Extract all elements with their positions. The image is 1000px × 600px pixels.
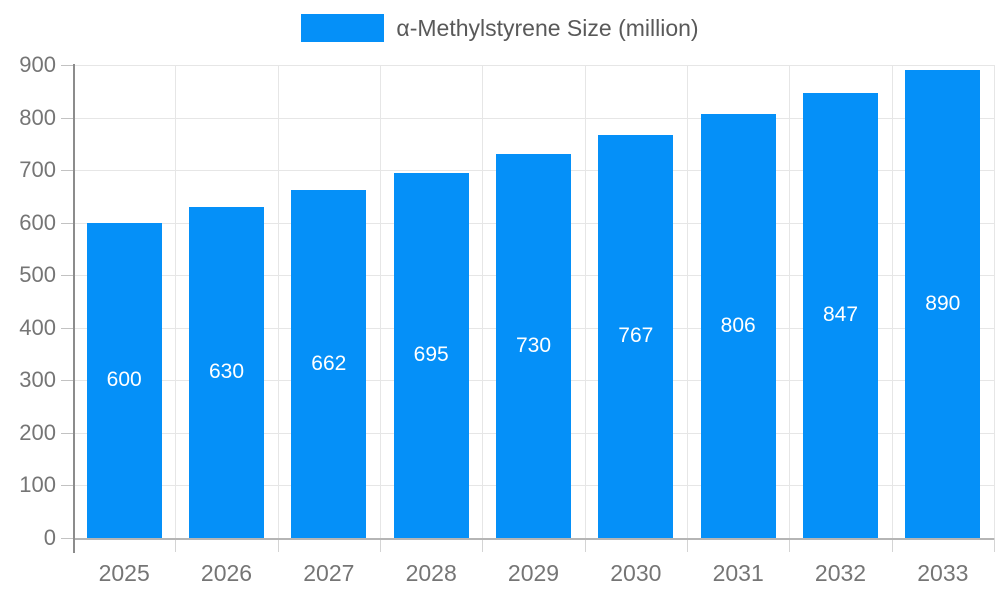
x-axis-tick-label: 2033 xyxy=(917,560,969,586)
x-tick xyxy=(789,538,791,552)
gridline-vertical xyxy=(277,65,279,538)
y-axis-tick-label: 800 xyxy=(19,104,56,130)
bar: 890 xyxy=(905,70,981,538)
x-tick xyxy=(277,538,279,552)
gridline-vertical xyxy=(994,65,995,538)
y-axis-tick-label: 0 xyxy=(43,525,56,550)
gridline-vertical xyxy=(687,65,688,538)
x-tick xyxy=(482,538,484,552)
x-axis-tick-label: 2027 xyxy=(303,560,355,586)
gridline-vertical xyxy=(482,65,484,538)
bar: 806 xyxy=(700,114,776,538)
y-axis-tick-label: 400 xyxy=(19,314,56,340)
bar-value-label: 630 xyxy=(208,360,245,384)
legend-swatch xyxy=(301,14,385,42)
bar: 600 xyxy=(86,222,162,538)
bar: 630 xyxy=(189,206,264,538)
bar-value-label: 847 xyxy=(822,303,859,327)
y-axis-tick-label: 300 xyxy=(19,367,56,393)
x-axis-line xyxy=(73,538,994,540)
x-axis-tick-label: 2025 xyxy=(98,560,150,586)
bar-value-label: 890 xyxy=(925,292,961,316)
y-tick xyxy=(61,432,73,434)
gridline-vertical xyxy=(789,65,791,538)
bar-value-label: 767 xyxy=(618,324,654,348)
bar-value-label: 806 xyxy=(720,314,756,338)
bar: 767 xyxy=(598,134,674,538)
legend-label: α-Methylstyrene Size (million) xyxy=(396,15,699,41)
gridline-vertical xyxy=(891,65,893,538)
x-axis-tick-label: 2029 xyxy=(507,560,560,586)
x-axis-tick-label: 2031 xyxy=(712,560,764,586)
y-axis-tick-label: 200 xyxy=(19,419,56,445)
x-axis-tick-label: 2032 xyxy=(814,560,867,586)
gridline-horizontal xyxy=(73,65,994,66)
y-axis-tick-label: 100 xyxy=(19,472,56,498)
y-tick xyxy=(61,538,73,539)
x-tick xyxy=(175,538,177,552)
y-axis-tick-label: 700 xyxy=(19,157,56,183)
y-axis-tick-label: 600 xyxy=(19,209,56,235)
bar-value-label: 730 xyxy=(515,334,552,358)
x-axis-tick-label: 2030 xyxy=(610,560,662,586)
bar-value-label: 600 xyxy=(106,368,142,392)
bar-value-label: 662 xyxy=(311,352,347,376)
x-axis-tick-label: 2028 xyxy=(405,560,457,586)
y-axis-line xyxy=(73,64,75,553)
y-axis-tick-label: 900 xyxy=(19,52,56,77)
gridline-vertical xyxy=(584,65,586,538)
y-tick xyxy=(61,275,73,277)
bar: 730 xyxy=(496,154,571,538)
y-tick xyxy=(61,65,73,66)
x-tick xyxy=(994,538,995,552)
bar: 662 xyxy=(291,190,367,538)
x-tick xyxy=(584,538,586,552)
bar-value-label: 695 xyxy=(413,343,449,367)
y-tick xyxy=(61,222,73,224)
y-tick xyxy=(61,170,73,172)
bar: 847 xyxy=(803,92,878,538)
gridline-horizontal xyxy=(73,117,994,119)
y-tick xyxy=(61,485,73,487)
y-axis-tick-label: 500 xyxy=(19,262,56,288)
y-tick xyxy=(61,117,73,119)
bar: 695 xyxy=(393,172,469,538)
y-tick xyxy=(61,327,73,329)
x-tick xyxy=(380,538,381,552)
x-tick xyxy=(687,538,688,552)
x-axis-tick-label: 2026 xyxy=(200,560,253,586)
gridline-vertical xyxy=(380,65,381,538)
chart-legend[interactable]: α-Methylstyrene Size (million) xyxy=(0,14,1000,42)
y-tick xyxy=(61,380,73,382)
x-tick xyxy=(891,538,893,552)
gridline-vertical xyxy=(175,65,177,538)
